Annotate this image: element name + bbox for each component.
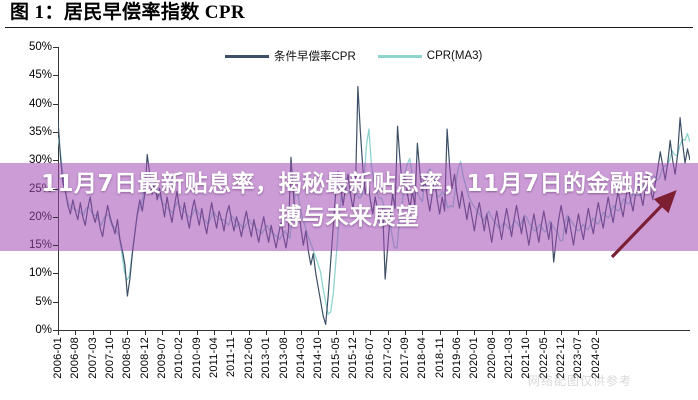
legend-swatch-cpr-ma3 — [377, 54, 422, 58]
x-axis-tick-mark — [595, 330, 597, 335]
x-axis-tick-label: 2007-10 — [104, 337, 117, 379]
x-axis-tick-label: 2010-02 — [173, 337, 186, 379]
x-axis-tick-label: 2006-01 — [52, 337, 64, 379]
x-axis-tick-label: 2016-07 — [364, 337, 377, 379]
legend-label-cpr-ma3: CPR(MA3) — [426, 50, 483, 62]
x-axis-tick-label: 2011-11 — [225, 337, 238, 378]
x-axis-tick-mark — [162, 330, 164, 335]
x-axis-tick-mark — [474, 330, 476, 335]
y-axis-tick-label: 45% — [28, 69, 52, 82]
y-axis-tick-label: 10% — [28, 267, 52, 280]
x-axis-tick-mark — [404, 330, 406, 335]
x-axis-tick-mark — [92, 330, 94, 335]
x-axis-tick-mark — [196, 330, 198, 335]
y-axis-tick-mark — [53, 245, 58, 247]
x-axis-tick-label: 2006-08 — [69, 337, 82, 379]
x-axis-tick-mark — [144, 330, 146, 335]
upward-trend-arrow-icon — [610, 190, 677, 259]
y-axis-tick-label: 50% — [28, 41, 52, 53]
x-axis-tick-mark — [439, 330, 441, 335]
legend-label-cpr: 条件早偿率CPR — [274, 51, 356, 63]
chart-legend: 条件早偿率CPR CPR(MA3) — [225, 48, 482, 64]
x-axis-tick-mark — [422, 330, 424, 335]
x-axis-tick-mark — [283, 330, 285, 335]
x-axis-tick-label: 2008-05 — [121, 337, 134, 379]
title-divider — [5, 27, 693, 28]
x-axis-tick-mark — [526, 330, 528, 335]
x-axis-tick-label: 2019-06 — [451, 337, 464, 379]
x-axis-tick-mark — [58, 330, 59, 335]
y-axis-tick-mark — [53, 188, 58, 190]
x-axis-tick-mark — [110, 330, 112, 335]
x-axis-tick-mark — [318, 330, 320, 335]
x-axis-tick-label: 2014-03 — [294, 337, 307, 379]
x-axis-tick-mark — [387, 330, 389, 335]
x-axis-tick-mark — [300, 330, 302, 335]
y-axis-tick-mark — [53, 47, 58, 48]
x-axis-tick-label: 2011-04 — [208, 337, 221, 378]
y-axis-tick-label: 15% — [28, 239, 52, 252]
x-axis-tick-label: 2018-04 — [416, 337, 429, 379]
x-axis-tick-mark — [179, 330, 181, 335]
x-axis-tick-mark — [127, 330, 129, 335]
x-axis-tick-label: 2007-03 — [86, 337, 99, 379]
x-axis-tick-mark — [75, 330, 77, 335]
x-axis-tick-mark — [214, 330, 216, 335]
x-axis-tick-label: 2013-08 — [277, 337, 290, 379]
x-axis-tick-mark — [335, 330, 337, 335]
title-block: 图 1：居民早偿率指数 CPR — [0, 0, 698, 30]
x-axis-tick-mark — [457, 330, 459, 335]
x-axis-tick-label: 2020-08 — [485, 337, 498, 379]
x-axis-tick-label: 2020-01 — [468, 337, 481, 379]
x-axis-tick-label: 2013-01 — [260, 337, 273, 379]
x-axis-tick-label: 2010-09 — [190, 337, 203, 379]
x-axis-tick-mark — [231, 330, 233, 335]
x-axis-tick-mark — [352, 330, 354, 335]
y-axis-tick-mark — [53, 216, 58, 218]
x-axis-tick-mark — [509, 330, 511, 335]
y-axis-tick-mark — [53, 301, 58, 303]
legend-swatch-cpr — [225, 54, 269, 58]
y-axis-tick-mark — [53, 103, 58, 105]
y-axis-tick-mark — [53, 131, 58, 133]
page-title: 图 1：居民早偿率指数 CPR — [10, 2, 246, 23]
y-axis-tick-mark — [53, 273, 58, 275]
x-axis-tick-label: 2014-10 — [312, 337, 325, 379]
watermark: 网络配图仅供参考 — [528, 374, 633, 388]
x-axis-tick-label: 2008-12 — [138, 337, 151, 379]
x-axis-tick-mark — [543, 330, 545, 335]
x-axis-tick-mark — [578, 330, 580, 335]
x-axis-tick-label: 2009-07 — [156, 337, 169, 379]
y-axis-tick-mark — [53, 330, 58, 331]
x-axis-tick-label: 2021-03 — [503, 337, 516, 379]
y-axis-tick-label: 35% — [28, 125, 52, 138]
x-axis-tick-mark — [266, 330, 268, 335]
x-axis-tick-label: 2017-09 — [398, 337, 411, 379]
overlay-headline: 11月7日最新贴息率，揭秘最新贴息率，11月7日的金融脉搏与未来展望 — [40, 171, 658, 230]
y-axis-tick-label: 40% — [28, 97, 52, 110]
y-axis-tick-label: 0% — [35, 324, 52, 336]
x-axis-tick-mark — [491, 330, 493, 335]
y-axis-tick-label: 30% — [28, 154, 52, 167]
x-axis-tick-label: 2012-06 — [242, 337, 255, 379]
x-axis-tick-mark — [248, 330, 250, 335]
x-axis-tick-mark — [561, 330, 563, 335]
y-axis-tick-label: 5% — [35, 295, 52, 308]
x-axis-line — [58, 330, 690, 331]
x-axis-tick-label: 2017-02 — [381, 337, 394, 379]
x-axis-tick-mark — [370, 330, 372, 335]
y-axis-tick-mark — [53, 160, 58, 162]
x-axis-tick-label: 2018-11 — [433, 337, 446, 378]
x-axis-tick-label: 2015-05 — [329, 337, 342, 379]
x-axis-tick-label: 2015-12 — [346, 337, 359, 379]
y-axis-tick-mark — [53, 75, 58, 77]
legend-item-cpr: 条件早偿率CPR — [225, 48, 356, 64]
legend-item-cpr-ma3: CPR(MA3) — [377, 50, 483, 62]
